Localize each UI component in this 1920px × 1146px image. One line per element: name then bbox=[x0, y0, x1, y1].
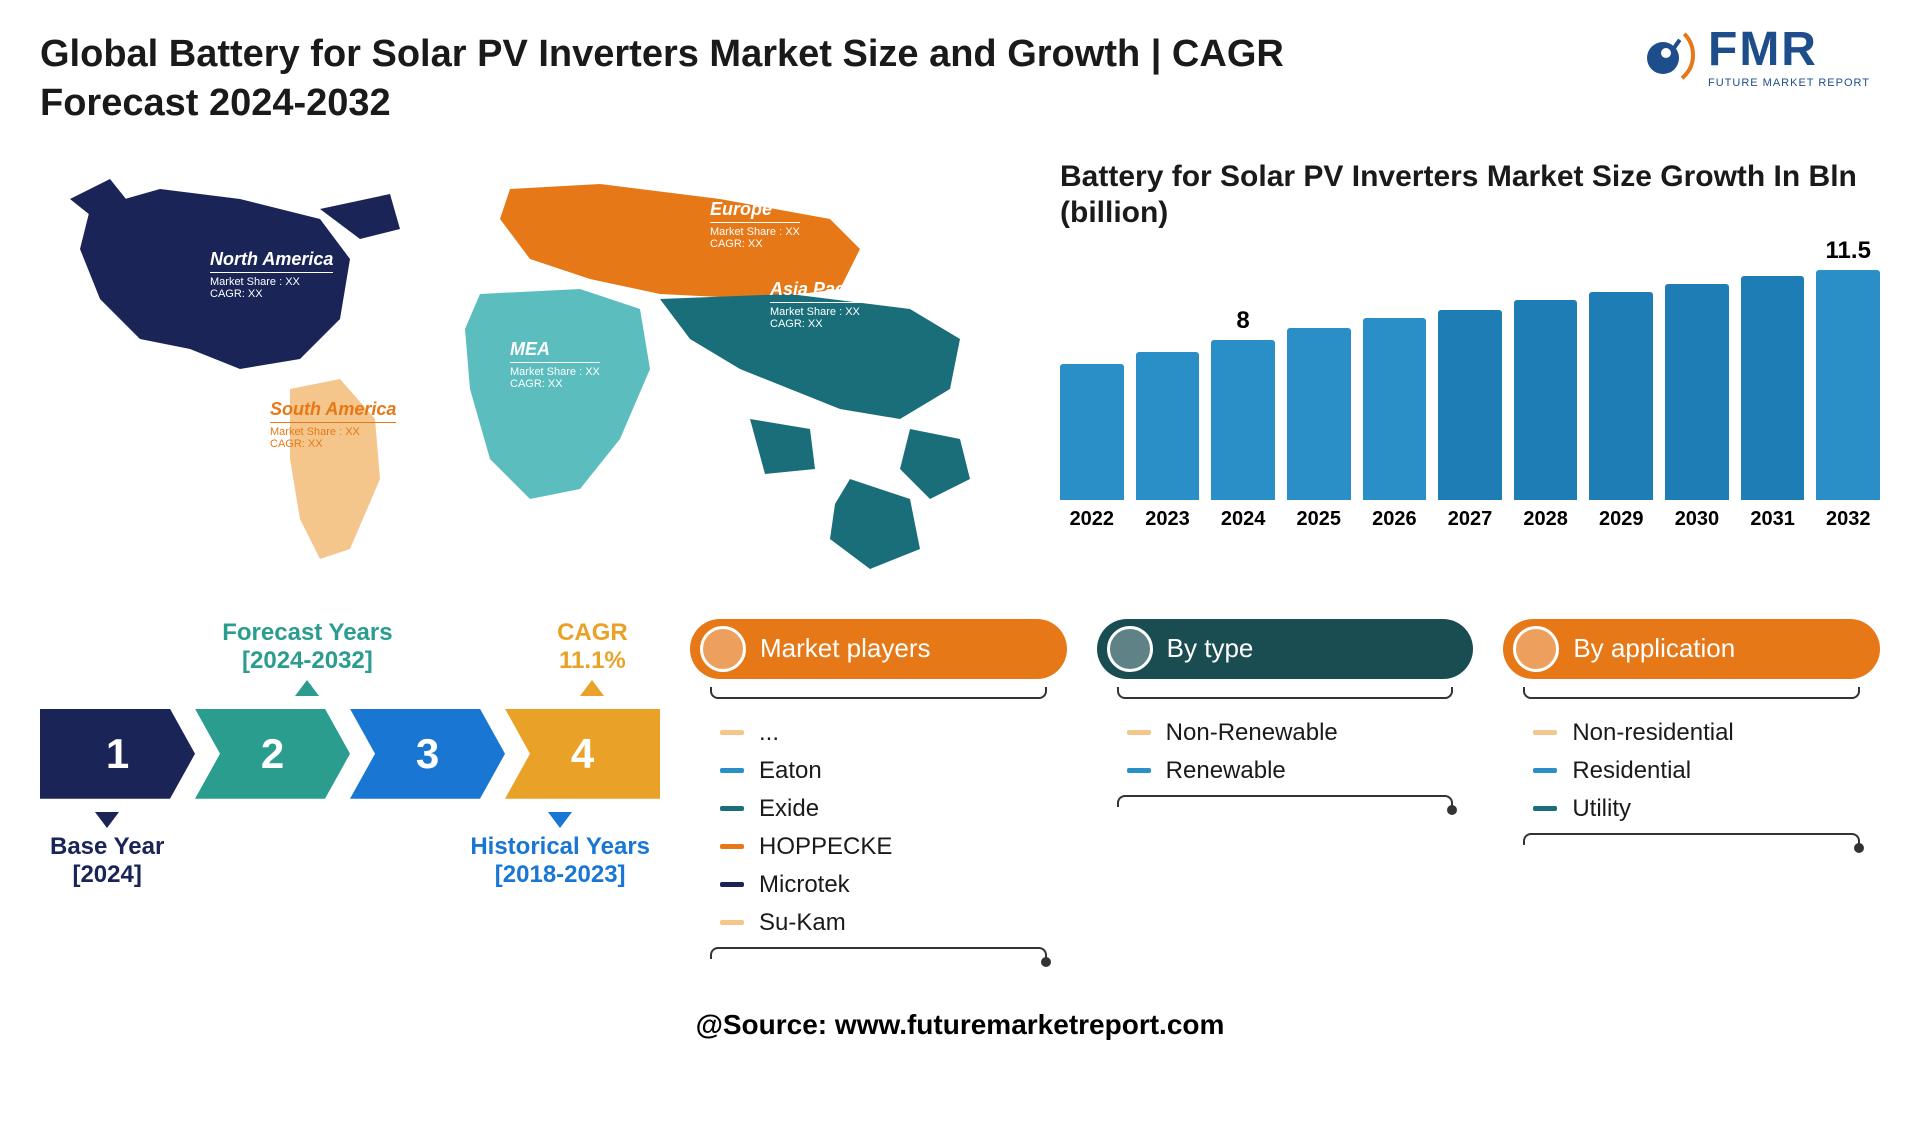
list-item: ... bbox=[720, 719, 1047, 747]
by-application-header: By application bbox=[1503, 619, 1880, 679]
logo-text: FMR bbox=[1708, 22, 1870, 77]
bar-year-label: 2031 bbox=[1750, 508, 1795, 531]
region-north-america: North America Market Share : XX CAGR: XX bbox=[210, 249, 333, 300]
bar bbox=[1287, 328, 1351, 500]
bar bbox=[1211, 340, 1275, 500]
bar-year-label: 2026 bbox=[1372, 508, 1417, 531]
dash-icon bbox=[1533, 806, 1557, 811]
dash-icon bbox=[720, 768, 744, 773]
bar-chart-section: Battery for Solar PV Inverters Market Si… bbox=[1040, 159, 1880, 579]
dash-icon bbox=[1127, 730, 1151, 735]
list-item: Eaton bbox=[720, 757, 1047, 785]
market-players-box: Market players ... Eaton Exide HOPPECKE Micr… bbox=[690, 619, 1067, 959]
region-europe: Europe Market Share : XX CAGR: XX bbox=[710, 199, 800, 250]
bar-year-label: 2022 bbox=[1070, 508, 1115, 531]
bar-item: 2022 bbox=[1060, 331, 1124, 531]
dash-icon bbox=[720, 844, 744, 849]
bar-item: 2029 bbox=[1589, 259, 1653, 531]
list-item: Microtek bbox=[720, 871, 1047, 899]
logo-icon bbox=[1628, 20, 1698, 90]
fmr-logo: FMR FUTURE MARKET REPORT bbox=[1628, 20, 1870, 90]
bar-value: 11.5 bbox=[1826, 237, 1871, 265]
bar bbox=[1060, 364, 1124, 500]
timeline-steps: 1234 bbox=[40, 709, 660, 799]
dash-icon bbox=[720, 806, 744, 811]
source-attribution: @Source: www.futuremarketreport.com bbox=[40, 1009, 1880, 1041]
list-item: Non-Renewable bbox=[1127, 719, 1454, 747]
bar-item: 8 2024 bbox=[1211, 307, 1275, 531]
region-south-america: South America Market Share : XX CAGR: XX bbox=[270, 399, 396, 450]
bar-year-label: 2024 bbox=[1221, 508, 1266, 531]
bar-value: 8 bbox=[1236, 307, 1249, 335]
timeline-step: 1 bbox=[40, 709, 195, 799]
bar-year-label: 2025 bbox=[1296, 508, 1341, 531]
bar-year-label: 2029 bbox=[1599, 508, 1644, 531]
by-type-box: By type Non-Renewable Renewable bbox=[1097, 619, 1474, 959]
bar-year-label: 2023 bbox=[1145, 508, 1190, 531]
timeline-section: Forecast Years [2024-2032] CAGR 11.1% 12… bbox=[40, 619, 660, 959]
bar bbox=[1665, 284, 1729, 500]
bar-item: 2025 bbox=[1287, 295, 1351, 531]
logo-subtext: FUTURE MARKET REPORT bbox=[1708, 77, 1870, 89]
base-year-label: Base Year [2024] bbox=[50, 807, 164, 889]
bar-item: 2030 bbox=[1665, 251, 1729, 531]
list-item: Exide bbox=[720, 795, 1047, 823]
dash-icon bbox=[1533, 768, 1557, 773]
timeline-step: 4 bbox=[505, 709, 660, 799]
bar bbox=[1363, 318, 1427, 500]
bar-item: 2023 bbox=[1136, 319, 1200, 531]
by-application-box: By application Non-residential Residentia… bbox=[1503, 619, 1880, 959]
main-title: Global Battery for Solar PV Inverters Ma… bbox=[40, 30, 1390, 129]
chart-title: Battery for Solar PV Inverters Market Si… bbox=[1060, 159, 1880, 231]
market-players-header: Market players bbox=[690, 619, 1067, 679]
dash-icon bbox=[720, 920, 744, 925]
dash-icon bbox=[720, 882, 744, 887]
bar-item: 2031 bbox=[1741, 243, 1805, 531]
list-item: HOPPECKE bbox=[720, 833, 1047, 861]
world-map: North America Market Share : XX CAGR: XX… bbox=[40, 159, 1000, 579]
bar bbox=[1438, 310, 1502, 500]
bar-item: 2028 bbox=[1514, 267, 1578, 531]
dash-icon bbox=[1127, 768, 1151, 773]
bar-chart: 2022 2023 8 2024 2025 2026 2027 2028 2029 2030 203… bbox=[1060, 251, 1880, 531]
region-asia-pacific: Asia Pacific Market Share : XX CAGR: XX bbox=[770, 279, 871, 330]
forecast-label: Forecast Years [2024-2032] bbox=[222, 619, 392, 701]
bar bbox=[1514, 300, 1578, 500]
bar-item: 2027 bbox=[1438, 277, 1502, 531]
dash-icon bbox=[1533, 730, 1557, 735]
list-item: Residential bbox=[1533, 757, 1860, 785]
bar-item: 11.5 2032 bbox=[1816, 237, 1880, 531]
list-item: Su-Kam bbox=[720, 909, 1047, 937]
list-item: Renewable bbox=[1127, 757, 1454, 785]
bar-item: 2026 bbox=[1363, 285, 1427, 531]
list-item: Non-residential bbox=[1533, 719, 1860, 747]
dash-icon bbox=[720, 730, 744, 735]
list-item: Utility bbox=[1533, 795, 1860, 823]
bar-year-label: 2032 bbox=[1826, 508, 1871, 531]
bar bbox=[1816, 270, 1880, 500]
region-mea: MEA Market Share : XX CAGR: XX bbox=[510, 339, 600, 390]
bar-year-label: 2028 bbox=[1523, 508, 1568, 531]
bar bbox=[1136, 352, 1200, 500]
cagr-label: CAGR 11.1% bbox=[557, 619, 628, 701]
timeline-step: 2 bbox=[195, 709, 350, 799]
by-type-header: By type bbox=[1097, 619, 1474, 679]
historical-label: Historical Years [2018-2023] bbox=[470, 807, 650, 889]
bar-year-label: 2030 bbox=[1675, 508, 1720, 531]
timeline-step: 3 bbox=[350, 709, 505, 799]
bar bbox=[1589, 292, 1653, 500]
bar bbox=[1741, 276, 1805, 500]
bar-year-label: 2027 bbox=[1448, 508, 1493, 531]
